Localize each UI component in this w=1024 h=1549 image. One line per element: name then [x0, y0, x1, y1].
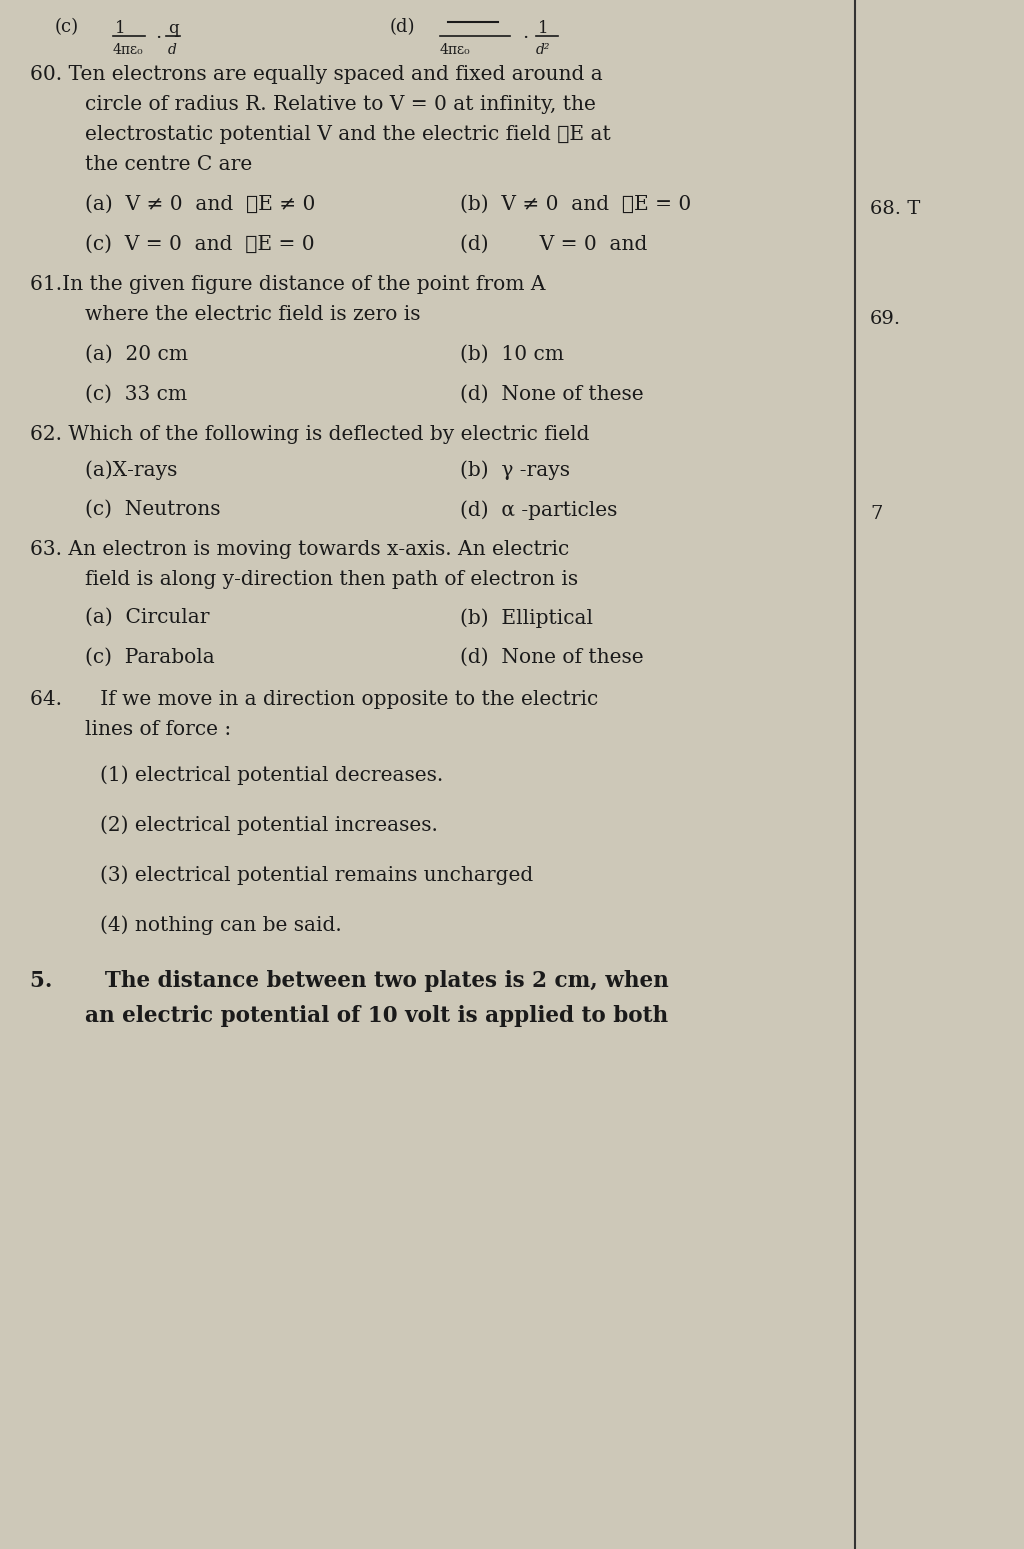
Text: circle of radius ​R​. Relative to ​V​ = 0 at infinity, the: circle of radius ​R​. Relative to ​V​ = …: [85, 94, 596, 115]
Text: an electric potential of 10 volt is applied to both: an electric potential of 10 volt is appl…: [85, 1005, 668, 1027]
Text: (b)  V ≠ 0  and  ⃗E = 0: (b) V ≠ 0 and ⃗E = 0: [460, 195, 691, 214]
Text: (d): (d): [390, 19, 416, 36]
Text: 4πε₀: 4πε₀: [440, 43, 471, 57]
Text: 63. An electron is moving towards ​x​-axis. An electric: 63. An electron is moving towards ​x​-ax…: [30, 541, 569, 559]
Text: electrostatic potential ​V​ and the electric field ​⃗E​ at: electrostatic potential ​V​ and the elec…: [85, 125, 610, 144]
Text: (d)  α -particles: (d) α -particles: [460, 500, 617, 519]
Text: q: q: [168, 20, 178, 37]
Text: .: .: [155, 23, 161, 42]
Text: (b)  10 ​cm​: (b) 10 ​cm​: [460, 345, 564, 364]
Text: d: d: [168, 43, 177, 57]
Text: 1: 1: [115, 20, 126, 37]
Text: 4πε₀: 4πε₀: [113, 43, 143, 57]
Text: 5.       The distance between two plates is 2 cm, when: 5. The distance between two plates is 2 …: [30, 970, 669, 991]
Text: field is along ​y​-direction then path of electron is: field is along ​y​-direction then path o…: [85, 570, 579, 589]
Text: (d)        V = 0  and: (d) V = 0 and: [460, 235, 647, 254]
Text: 61.In the given figure distance of the point from ​A: 61.In the given figure distance of the p…: [30, 276, 546, 294]
Text: d²: d²: [536, 43, 551, 57]
Text: (c)  Neutrons: (c) Neutrons: [85, 500, 220, 519]
Text: 68. T: 68. T: [870, 200, 921, 218]
Text: (c)  Parabola: (c) Parabola: [85, 647, 215, 668]
Text: (d)  None of these: (d) None of these: [460, 386, 644, 404]
Text: (c)  V = 0  and  ⃗E = 0: (c) V = 0 and ⃗E = 0: [85, 235, 314, 254]
Text: 62. Which of the following is deflected by electric field: 62. Which of the following is deflected …: [30, 424, 590, 445]
Text: (c): (c): [55, 19, 79, 36]
Text: 64.      If we move in a direction opposite to the electric: 64. If we move in a direction opposite t…: [30, 689, 598, 709]
Text: where the electric field is zero is: where the electric field is zero is: [85, 305, 421, 324]
Text: 1: 1: [538, 20, 549, 37]
Text: (b)  γ -rays: (b) γ -rays: [460, 460, 570, 480]
Text: lines of force :: lines of force :: [85, 720, 231, 739]
Text: (d)  None of these: (d) None of these: [460, 647, 644, 668]
Text: (c)  33 ​cm​: (c) 33 ​cm​: [85, 386, 187, 404]
Text: (2) electrical potential increases.: (2) electrical potential increases.: [100, 815, 438, 835]
Text: .: .: [522, 23, 528, 42]
Text: (a)  20 ​cm​: (a) 20 ​cm​: [85, 345, 188, 364]
Text: (a)  V ≠ 0  and  ⃗E ≠ 0: (a) V ≠ 0 and ⃗E ≠ 0: [85, 195, 315, 214]
Text: (a)  Circular: (a) Circular: [85, 609, 210, 627]
Text: 69.: 69.: [870, 310, 901, 328]
Text: 7: 7: [870, 505, 883, 524]
Text: (a)​X​-rays: (a)​X​-rays: [85, 460, 177, 480]
Text: (1) electrical potential decreases.: (1) electrical potential decreases.: [100, 765, 443, 785]
Text: the centre ​C​ are: the centre ​C​ are: [85, 155, 252, 173]
Text: (4) nothing can be said.: (4) nothing can be said.: [100, 915, 342, 934]
Text: 60. Ten electrons are equally spaced and fixed around a: 60. Ten electrons are equally spaced and…: [30, 65, 603, 84]
Text: (3) electrical potential remains uncharged: (3) electrical potential remains uncharg…: [100, 864, 534, 884]
Text: (b)  Elliptical: (b) Elliptical: [460, 609, 593, 627]
